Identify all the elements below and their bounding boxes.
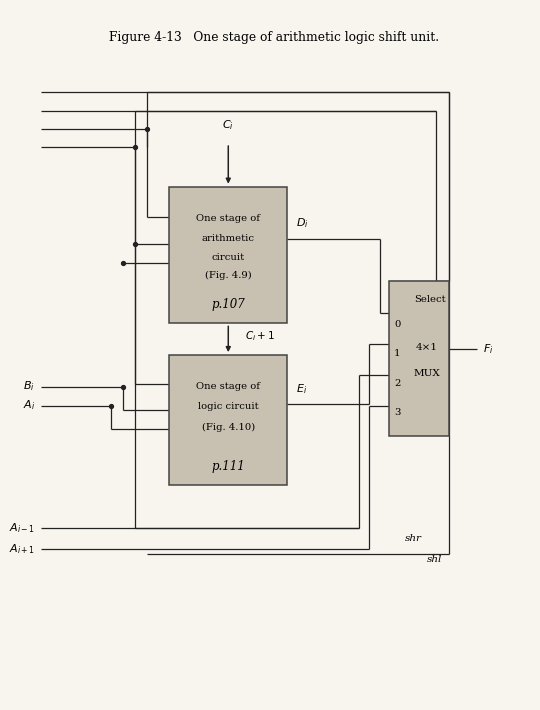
Text: 0: 0 <box>394 320 401 329</box>
Text: shr: shr <box>404 534 422 543</box>
Text: p.107: p.107 <box>211 297 245 311</box>
Text: logic circuit: logic circuit <box>198 403 259 411</box>
Text: (Fig. 4.10): (Fig. 4.10) <box>201 423 255 432</box>
Text: $A_i$: $A_i$ <box>23 398 35 413</box>
Text: Figure 4-13   One stage of arithmetic logic shift unit.: Figure 4-13 One stage of arithmetic logi… <box>109 31 439 44</box>
Text: $C_i$: $C_i$ <box>222 118 234 132</box>
Text: $E_i$: $E_i$ <box>295 382 307 396</box>
Text: Select: Select <box>415 295 446 305</box>
Text: $A_{i+1}$: $A_{i+1}$ <box>9 542 35 556</box>
Text: $B_i$: $B_i$ <box>23 380 35 393</box>
Text: $D_i$: $D_i$ <box>295 217 308 230</box>
Bar <box>389 281 449 436</box>
Text: p.111: p.111 <box>211 460 245 473</box>
Text: 3: 3 <box>394 408 401 417</box>
Text: 2: 2 <box>394 378 401 388</box>
Text: One stage of: One stage of <box>196 214 260 222</box>
Text: 1: 1 <box>394 349 401 359</box>
Text: $A_{i-1}$: $A_{i-1}$ <box>9 521 35 535</box>
Bar <box>170 187 287 324</box>
Text: MUX: MUX <box>413 369 440 378</box>
Text: arithmetic: arithmetic <box>202 234 255 243</box>
Text: $C_i + 1$: $C_i + 1$ <box>245 329 275 343</box>
Text: One stage of: One stage of <box>196 382 260 390</box>
Bar <box>170 355 287 485</box>
Text: circuit: circuit <box>212 253 245 262</box>
Text: 4×1: 4×1 <box>416 343 437 352</box>
Text: (Fig. 4.9): (Fig. 4.9) <box>205 271 252 280</box>
Text: shl: shl <box>427 555 443 564</box>
Text: $F_i$: $F_i$ <box>483 342 494 356</box>
